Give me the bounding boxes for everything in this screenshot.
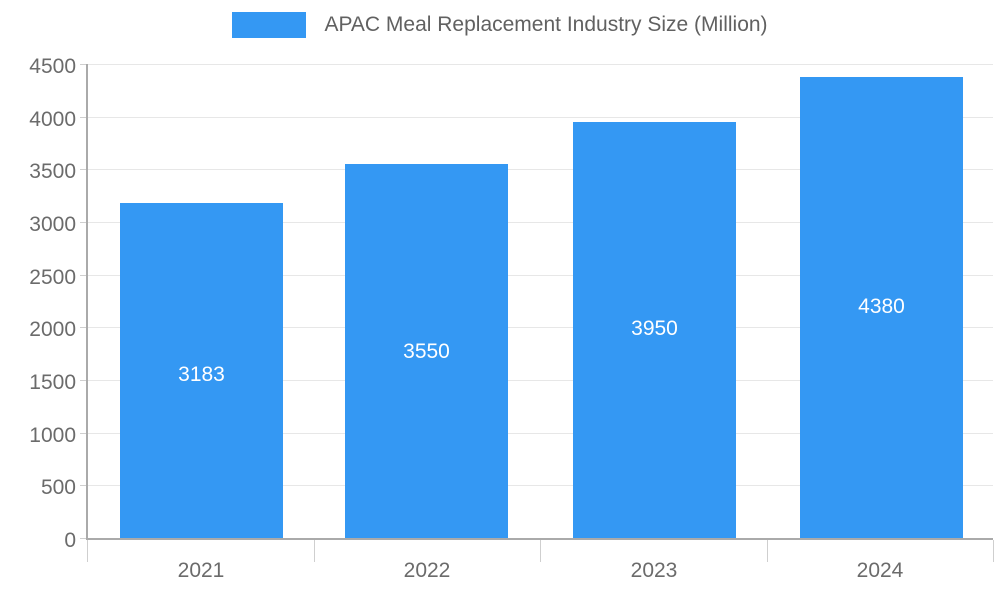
y-axis-labels: 4500 4000 3500 3000 2500 2000 1500 1000 … bbox=[0, 0, 76, 600]
bar-value-2023: 3950 bbox=[631, 317, 678, 340]
bar-2022[interactable]: 3550 bbox=[345, 164, 508, 538]
bar-2024[interactable]: 4380 bbox=[800, 77, 963, 538]
gridline-3000 bbox=[87, 222, 993, 223]
y-tick-mark-4000 bbox=[80, 117, 87, 118]
bar-2023[interactable]: 3950 bbox=[573, 122, 736, 538]
x-axis-line bbox=[87, 538, 993, 540]
y-tick-mark-1500 bbox=[80, 380, 87, 381]
x-tick-mark-start bbox=[87, 540, 88, 562]
bar-value-2022: 3550 bbox=[403, 340, 450, 363]
gridline-500 bbox=[87, 485, 993, 486]
y-tick-label-4500: 4500 bbox=[29, 55, 76, 78]
x-tick-label-2023: 2023 bbox=[630, 559, 678, 582]
legend-swatch-apac-meal-replacement[interactable] bbox=[232, 12, 307, 38]
y-tick-mark-3000 bbox=[80, 222, 87, 223]
y-tick-mark-1000 bbox=[80, 433, 87, 434]
gridline-2500 bbox=[87, 275, 993, 276]
gridline-1000 bbox=[87, 433, 993, 434]
y-tick-label-1500: 1500 bbox=[29, 371, 76, 394]
y-tick-label-1000: 1000 bbox=[29, 424, 76, 447]
y-tick-label-4000: 4000 bbox=[29, 108, 76, 131]
gridline-2000 bbox=[87, 327, 993, 328]
y-tick-mark-2000 bbox=[80, 327, 87, 328]
gridline-4000 bbox=[87, 117, 993, 118]
chart-legend: APAC Meal Replacement Industry Size (Mil… bbox=[0, 12, 1000, 38]
y-tick-mark-2500 bbox=[80, 275, 87, 276]
y-tick-mark-0 bbox=[80, 538, 87, 539]
plot-area: 3183 3550 3950 4380 bbox=[87, 64, 993, 538]
gridline-4500 bbox=[87, 64, 993, 65]
y-axis-line bbox=[86, 64, 88, 540]
gridline-3500 bbox=[87, 169, 993, 170]
legend-label-apac-meal-replacement: APAC Meal Replacement Industry Size (Mil… bbox=[324, 13, 768, 36]
y-tick-label-3500: 3500 bbox=[29, 160, 76, 183]
x-tick-label-2022: 2022 bbox=[403, 559, 451, 582]
gridline-1500 bbox=[87, 380, 993, 381]
bar-value-2021: 3183 bbox=[178, 363, 225, 386]
x-tick-label-2024: 2024 bbox=[856, 559, 904, 582]
x-tick-mark-3 bbox=[767, 540, 768, 562]
y-tick-mark-4500 bbox=[80, 64, 87, 65]
x-tick-mark-1 bbox=[314, 540, 315, 562]
y-tick-mark-3500 bbox=[80, 169, 87, 170]
y-tick-label-3000: 3000 bbox=[29, 213, 76, 236]
y-tick-label-2500: 2500 bbox=[29, 266, 76, 289]
y-tick-mark-500 bbox=[80, 485, 87, 486]
bar-2021[interactable]: 3183 bbox=[120, 203, 283, 538]
x-tick-mark-2 bbox=[540, 540, 541, 562]
y-tick-label-500: 500 bbox=[40, 476, 76, 499]
y-tick-label-0: 0 bbox=[64, 529, 76, 552]
x-tick-label-2021: 2021 bbox=[177, 559, 225, 582]
x-tick-mark-end bbox=[993, 540, 994, 562]
bar-value-2024: 4380 bbox=[858, 295, 905, 318]
y-tick-label-2000: 2000 bbox=[29, 318, 76, 341]
